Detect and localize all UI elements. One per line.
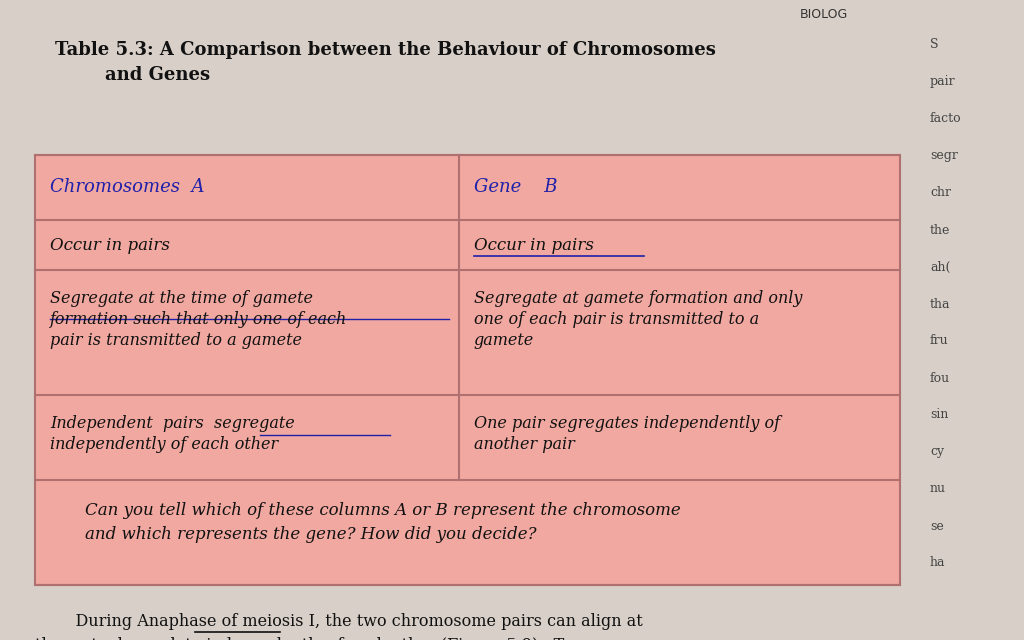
Text: formation such that only one of each: formation such that only one of each	[50, 311, 347, 328]
Text: BIOLOG: BIOLOG	[800, 8, 848, 22]
Text: segr: segr	[930, 150, 957, 163]
Text: Gene    B: Gene B	[474, 179, 557, 196]
Text: ha: ha	[930, 557, 945, 570]
Text: the: the	[930, 223, 950, 237]
Text: Occur in pairs: Occur in pairs	[474, 237, 594, 253]
Text: pair is transmitted to a gamete: pair is transmitted to a gamete	[50, 332, 302, 349]
Text: one of each pair is transmitted to a: one of each pair is transmitted to a	[474, 311, 759, 328]
Text: Segregate at the time of gamete: Segregate at the time of gamete	[50, 290, 313, 307]
Text: chr: chr	[930, 186, 951, 200]
Text: fru: fru	[930, 335, 948, 348]
Text: tha: tha	[930, 298, 950, 310]
Text: gamete: gamete	[474, 332, 535, 349]
Text: and Genes: and Genes	[55, 66, 210, 84]
Text: Occur in pairs: Occur in pairs	[50, 237, 170, 253]
Text: pair: pair	[930, 76, 955, 88]
Text: S: S	[930, 38, 939, 51]
Bar	[35, 155, 900, 585]
Text: Table 5.3: A Comparison between the Behaviour of Chromosomes: Table 5.3: A Comparison between the Beha…	[55, 41, 716, 59]
Text: sin: sin	[930, 408, 948, 422]
Text: the metaphase plate independently of each other (Figure 5.9).  To: the metaphase plate independently of eac…	[35, 637, 572, 640]
Text: fou: fou	[930, 371, 950, 385]
Text: Independent  pairs  segregate: Independent pairs segregate	[50, 415, 295, 432]
Text: Can you tell which of these columns A or B represent the chromosome: Can you tell which of these columns A or…	[85, 502, 681, 519]
Text: Chromosomes  A: Chromosomes A	[50, 179, 205, 196]
Text: One pair segregates independently of: One pair segregates independently of	[474, 415, 780, 432]
Text: Segregate at gamete formation and only: Segregate at gamete formation and only	[474, 290, 802, 307]
Text: independently of each other: independently of each other	[50, 436, 279, 453]
Text: facto: facto	[930, 113, 962, 125]
Text: nu: nu	[930, 483, 946, 495]
Text: another pair: another pair	[474, 436, 574, 453]
Text: se: se	[930, 520, 944, 532]
Text: ah(: ah(	[930, 260, 950, 273]
Text: During Anaphase of meiosis I, the two chromosome pairs can align at: During Anaphase of meiosis I, the two ch…	[55, 613, 643, 630]
Text: and which represents the gene? How did you decide?: and which represents the gene? How did y…	[85, 526, 537, 543]
Text: cy: cy	[930, 445, 944, 458]
